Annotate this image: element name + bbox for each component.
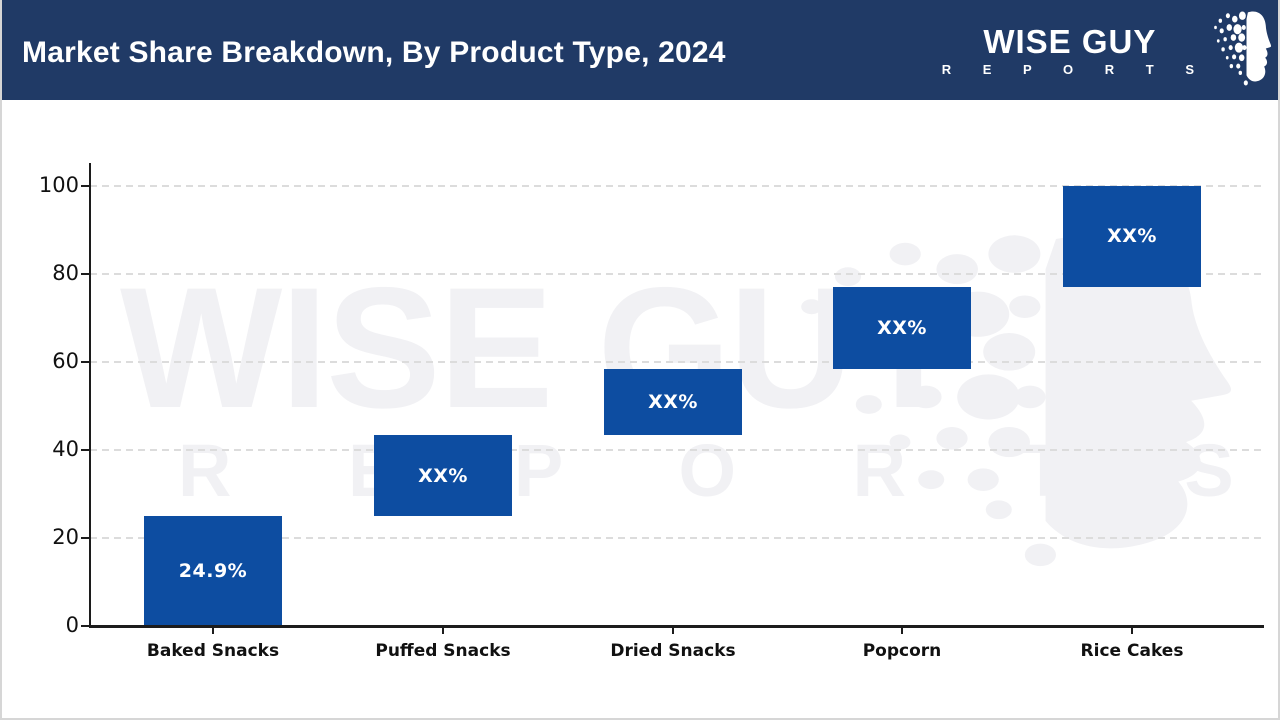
x-tick-1: [442, 627, 444, 634]
y-tick-40: [81, 448, 89, 451]
x-category-label-baked-snacks: Baked Snacks: [146, 641, 280, 661]
gridline-20: [90, 536, 1264, 539]
bar-value-label: XX%: [648, 391, 698, 414]
x-category-label-rice-cakes: Rice Cakes: [1080, 641, 1184, 661]
x-category-label-puffed-snacks: Puffed Snacks: [375, 641, 511, 661]
brand-face-dots-icon: [1214, 11, 1272, 86]
bar-popcorn: XX%: [833, 287, 971, 370]
brand-subname: R E P O R T S: [941, 61, 1208, 77]
gridline-80: [90, 272, 1264, 275]
y-tick-0: [81, 625, 89, 627]
gridline-60: [90, 360, 1264, 363]
x-category-label-dried-snacks: Dried Snacks: [610, 641, 736, 661]
brand-logo-text: WISE GUY R E P O R T S: [932, 25, 1208, 77]
bar-value-label: XX%: [1107, 225, 1157, 248]
y-tick-label-0: 0: [65, 613, 79, 637]
gridline-100: [90, 184, 1264, 187]
x-category-label-popcorn: Popcorn: [862, 641, 942, 661]
bar-value-label: 24.9%: [178, 560, 248, 583]
gridline-40: [90, 448, 1264, 451]
y-tick-label-20: 20: [52, 524, 79, 549]
header-band: Market Share Breakdown, By Product Type,…: [2, 0, 1278, 100]
x-tick-2: [672, 627, 674, 634]
y-axis-line: [89, 163, 91, 628]
x-tick-0: [212, 627, 214, 634]
chart-title: Market Share Breakdown, By Product Type,…: [22, 36, 726, 69]
y-tick-label-40: 40: [52, 436, 79, 461]
bar-puffed-snacks: XX%: [374, 435, 512, 517]
y-tick-label-60: 60: [52, 348, 79, 373]
brand-name: WISE GUY: [983, 23, 1157, 61]
brand-logo: WISE GUY R E P O R T S: [932, 8, 1272, 94]
y-tick-label-100: 100: [38, 172, 79, 197]
bar-rice-cakes: XX%: [1063, 185, 1201, 288]
y-tick-60: [81, 360, 89, 363]
x-tick-3: [901, 627, 903, 634]
bar-dried-snacks: XX%: [604, 369, 742, 436]
bar-value-label: XX%: [418, 464, 468, 487]
y-tick-100: [81, 184, 89, 187]
bar-baked-snacks: 24.9%: [144, 516, 282, 626]
x-axis-line: [89, 625, 1264, 628]
bar-value-label: XX%: [877, 317, 927, 340]
y-tick-80: [81, 272, 89, 275]
y-tick-20: [81, 536, 89, 539]
y-tick-label-80: 80: [52, 260, 79, 285]
x-tick-4: [1131, 627, 1133, 634]
